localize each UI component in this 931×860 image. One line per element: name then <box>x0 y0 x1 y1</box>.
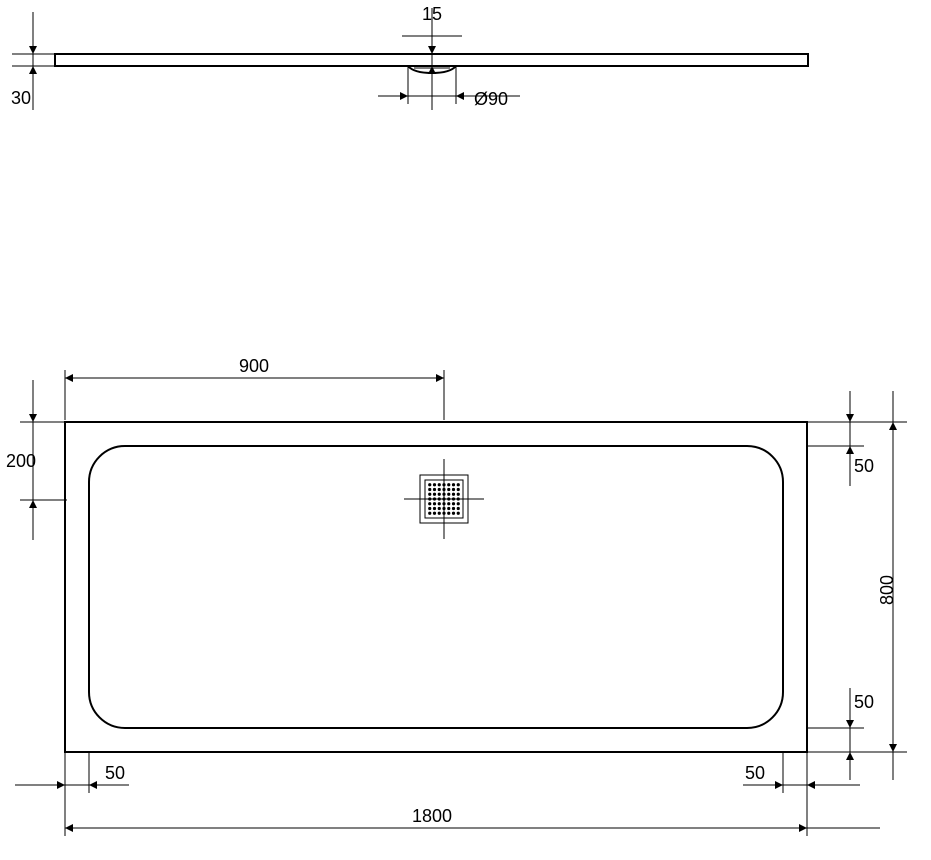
dim-label: 30 <box>11 88 31 108</box>
dim-label: 900 <box>239 356 269 376</box>
tray-inner <box>89 446 783 728</box>
dim-label: 50 <box>745 763 765 783</box>
dim-label: 50 <box>854 692 874 712</box>
dim-label: 50 <box>105 763 125 783</box>
dim-label: 1800 <box>412 806 452 826</box>
tray-outer <box>65 422 807 752</box>
dim-label: Ø90 <box>474 89 508 109</box>
tech-drawing: 15 Ø90 30 900 200 50 50 1800 50 50 800 <box>0 0 931 860</box>
dim-label: 800 <box>877 575 897 605</box>
dim-label: 15 <box>422 4 442 24</box>
dim-label: 200 <box>6 451 36 471</box>
dim-label: 50 <box>854 456 874 476</box>
